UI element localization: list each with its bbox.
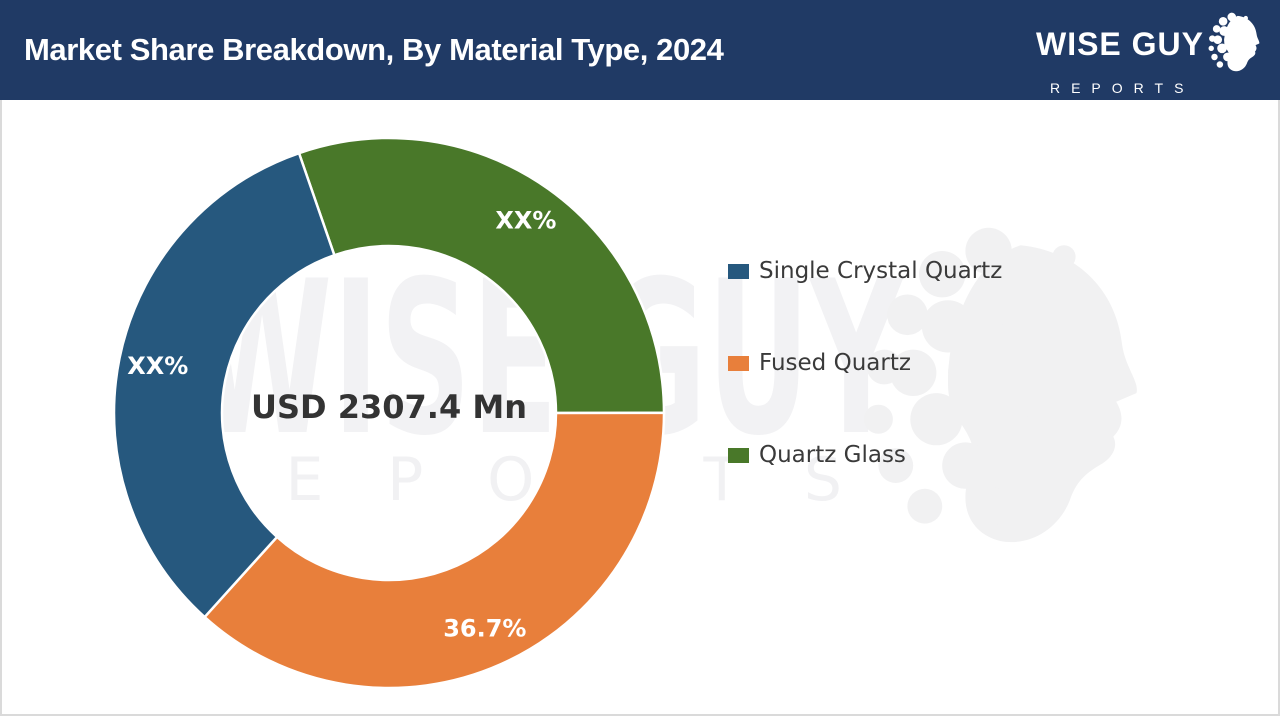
donut-segment-fused-quartz [202,411,666,690]
legend-swatch-green [728,447,749,463]
watermark-letter: E [285,445,324,515]
logo-tagline: REPORTS [1049,80,1195,96]
donut-segment-quartz-glass [297,136,666,415]
legend-label: Single Crystal Quartz [759,258,1003,284]
logo-face-icon [1208,12,1260,72]
legend-item-quartz-glass: Quartz Glass [728,440,906,470]
watermark-letter: O [487,445,535,515]
donut-chart: XX% 36.7% XX% [112,136,666,690]
segment-label-single-crystal-quartz: XX% [127,352,188,380]
watermark-letter: P [387,445,424,515]
logo-name: WISE GUY [1035,25,1204,62]
legend-item-fused-quartz: Fused Quartz [728,348,911,378]
legend-swatch-orange [728,355,749,371]
legend-swatch-blue [728,263,749,279]
wise-guy-logo: WISE GUY REPORTS [1036,6,1262,96]
donut-center-value: USD 2307.4 Mn [251,388,527,426]
header-bar: Market Share Breakdown, By Material Type… [0,0,1280,100]
page-title: Market Share Breakdown, By Material Type… [24,32,724,67]
legend-label: Quartz Glass [759,442,906,468]
segment-label-quartz-glass: XX% [495,207,556,235]
legend-item-single-crystal-quartz: Single Crystal Quartz [728,256,1002,286]
watermark-letter: S [803,445,842,515]
donut-segment-single-crystal-quartz [112,151,336,619]
legend-label: Fused Quartz [759,350,911,376]
segment-label-fused-quartz: 36.7% [443,615,526,643]
